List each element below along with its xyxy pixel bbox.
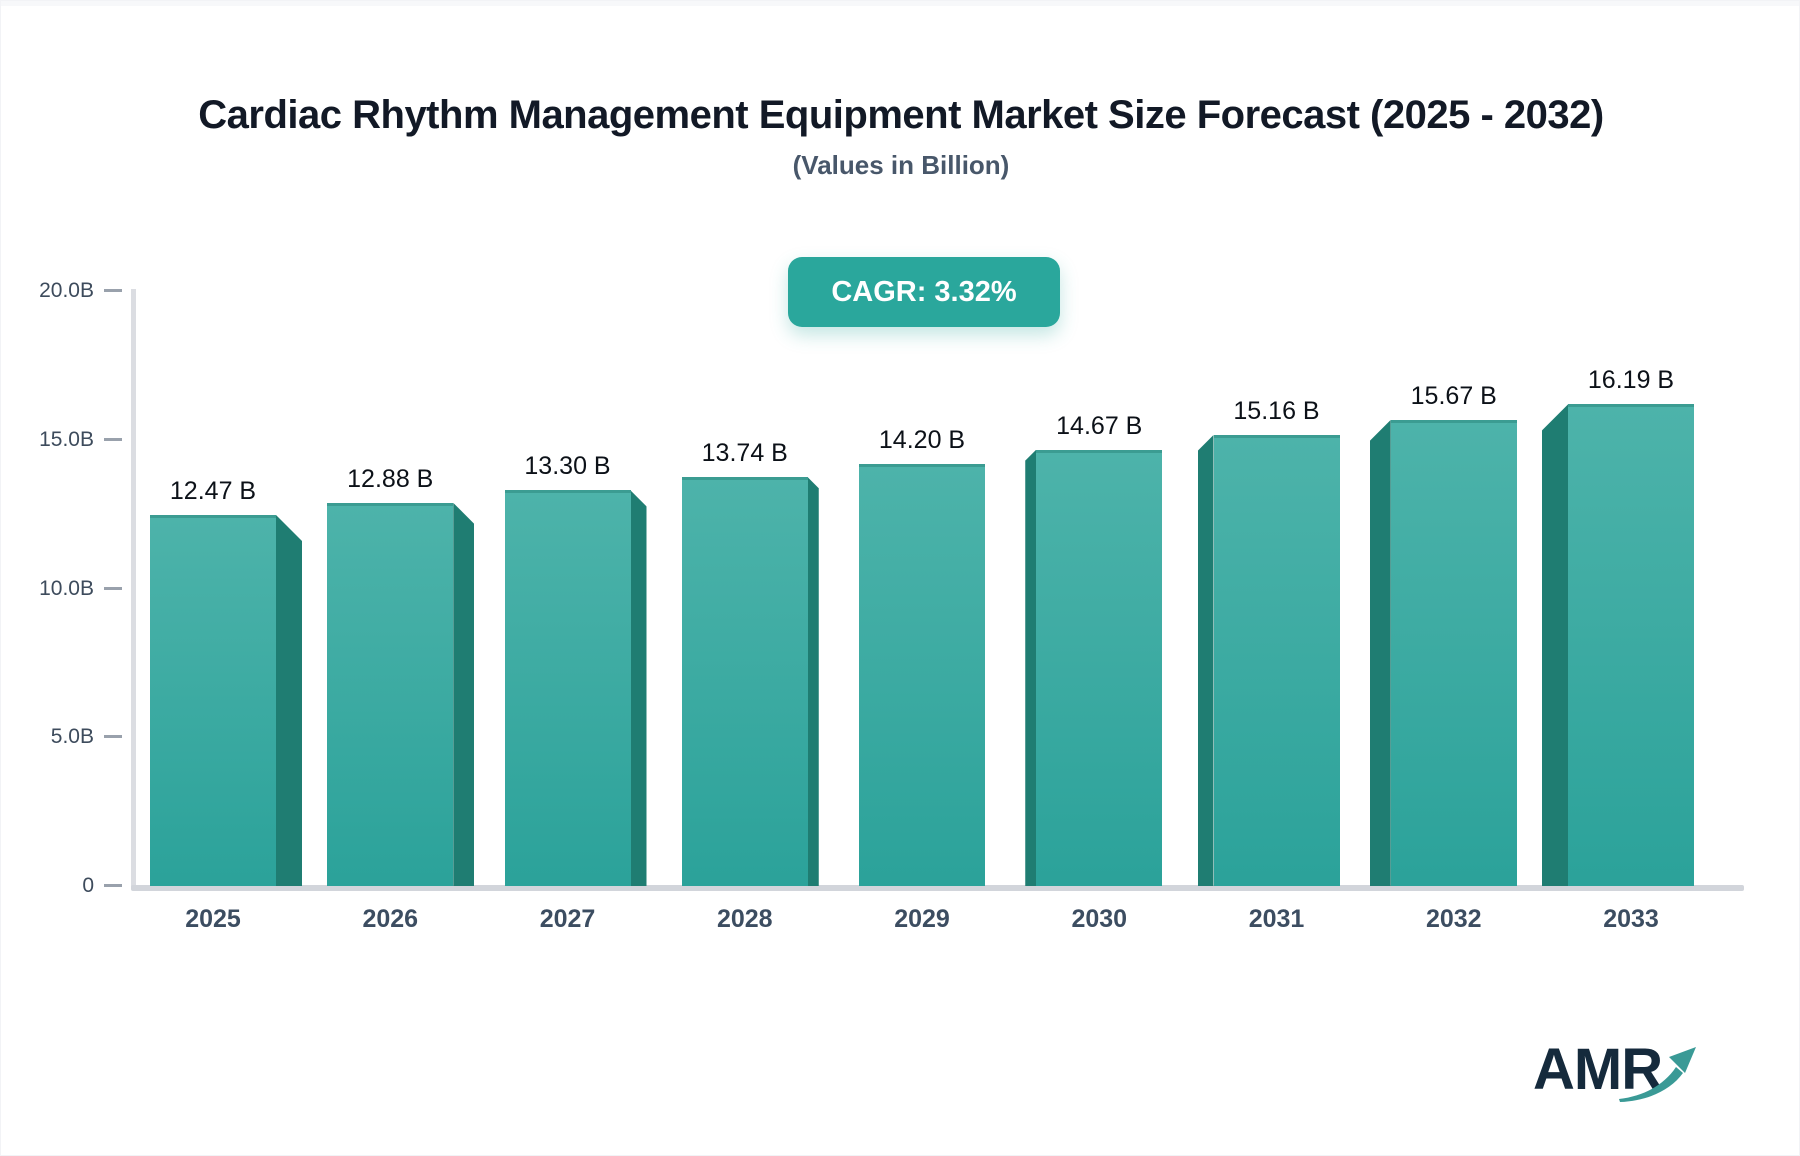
bar bbox=[327, 502, 454, 886]
y-tick bbox=[104, 884, 122, 887]
bar-3d-side bbox=[276, 515, 302, 886]
bar-3d-side bbox=[453, 502, 475, 886]
bar bbox=[1036, 449, 1163, 886]
x-axis-label: 2033 bbox=[1603, 905, 1659, 933]
bar bbox=[1390, 419, 1517, 886]
y-tick-label: 0 bbox=[82, 874, 94, 897]
bar bbox=[1213, 434, 1340, 886]
bar-3d-side bbox=[630, 490, 647, 886]
bar-value-label: 14.20 B bbox=[878, 425, 966, 454]
chart-title: Cardiac Rhythm Management Equipment Mark… bbox=[198, 93, 1604, 137]
bar-3d-side bbox=[1197, 434, 1214, 886]
bar bbox=[681, 477, 808, 886]
x-axis-label: 2028 bbox=[716, 905, 773, 933]
amr-logo-text: AMR bbox=[1533, 1037, 1663, 1102]
bar-value-label: 16.19 B bbox=[1587, 366, 1675, 395]
bar-value-label: 12.88 B bbox=[347, 464, 434, 493]
top-border bbox=[1, 1, 1799, 6]
y-tick-label: 10.0B bbox=[39, 576, 94, 600]
x-axis-label: 2026 bbox=[362, 905, 419, 933]
y-tick bbox=[104, 586, 122, 590]
bar-value-label: 15.16 B bbox=[1233, 396, 1320, 425]
bar-value-label: 14.67 B bbox=[1056, 411, 1143, 440]
x-axis-label: 2025 bbox=[185, 905, 241, 933]
amr-logo: AMR bbox=[1533, 1041, 1773, 1123]
x-axis-label: 2027 bbox=[539, 905, 596, 933]
bar-value-label: 15.67 B bbox=[1410, 381, 1497, 410]
y-tick bbox=[104, 735, 122, 739]
x-axis-label: 2031 bbox=[1248, 905, 1305, 933]
cagr-badge: CAGR: 3.32% bbox=[788, 257, 1060, 327]
x-axis-label: 2029 bbox=[894, 905, 950, 933]
y-tick bbox=[104, 437, 122, 441]
y-tick-label: 20.0B bbox=[39, 279, 94, 302]
growth-arrow-icon bbox=[1619, 1047, 1696, 1102]
bar-3d-side bbox=[1369, 419, 1391, 886]
bar-value-label: 13.74 B bbox=[701, 439, 788, 468]
chart-subtitle: (Values in Billion) bbox=[792, 150, 1010, 180]
x-axis-baseline bbox=[131, 885, 1744, 891]
bar bbox=[1568, 404, 1694, 886]
bar-3d-side bbox=[1542, 404, 1568, 886]
bar-3d-side bbox=[1025, 449, 1037, 886]
x-axis-label: 2030 bbox=[1071, 905, 1128, 933]
bar bbox=[859, 463, 985, 886]
y-tick bbox=[104, 289, 122, 292]
y-tick-label: 5.0B bbox=[50, 725, 94, 749]
bar bbox=[150, 515, 276, 886]
y-tick-label: 15.0B bbox=[39, 427, 94, 451]
bar-value-label: 13.30 B bbox=[524, 452, 611, 481]
bar bbox=[504, 490, 631, 886]
bar-value-label: 12.47 B bbox=[169, 477, 257, 506]
bar-3d-side bbox=[807, 477, 819, 886]
x-axis-label: 2032 bbox=[1425, 905, 1482, 933]
y-axis-line bbox=[131, 289, 136, 887]
